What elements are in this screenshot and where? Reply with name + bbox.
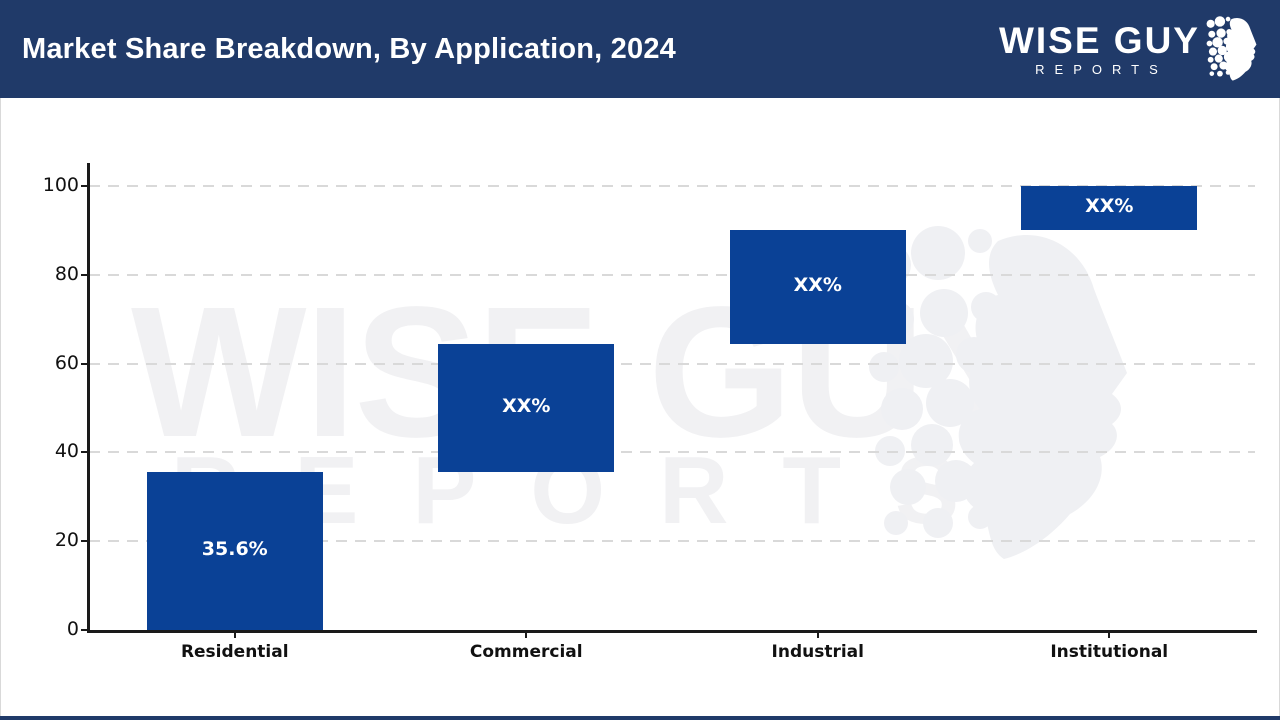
x-tick-industrial bbox=[816, 630, 819, 638]
x-axis-spine bbox=[87, 630, 1257, 633]
y-tick-label-20: 20 bbox=[54, 529, 79, 552]
logo-brand-name: WISE GUY bbox=[998, 19, 1200, 61]
gridline-20 bbox=[89, 540, 1255, 543]
chart-plot-area: 0 20 40 60 80 100 35.6% Residential XX% Commercia… bbox=[1, 98, 1279, 716]
y-tick-label-0: 0 bbox=[66, 618, 79, 640]
gridline-60 bbox=[89, 362, 1255, 365]
gridline-40 bbox=[89, 451, 1255, 454]
bar-institutional: XX% bbox=[1021, 186, 1198, 230]
y-tick-20 bbox=[81, 540, 89, 543]
bar-value-label-industrial: XX% bbox=[793, 273, 842, 296]
chart-body: WISE GUY REPORTS 0 20 40 60 80 100 35.6% Reside… bbox=[0, 98, 1280, 716]
x-tick-residential bbox=[233, 630, 236, 638]
logo-brand-subtitle: REPORTS bbox=[1035, 61, 1168, 77]
y-tick-100 bbox=[81, 185, 89, 187]
y-tick-0 bbox=[81, 629, 89, 631]
x-tick-commercial bbox=[525, 630, 528, 638]
bar-value-label-commercial: XX% bbox=[502, 394, 551, 417]
bar-industrial: XX% bbox=[729, 229, 906, 345]
y-tick-label-60: 60 bbox=[54, 351, 79, 374]
gridline-100 bbox=[89, 185, 1255, 187]
x-tick-institutional bbox=[1108, 630, 1111, 638]
bar-value-label-residential: 35.6% bbox=[201, 537, 268, 560]
bar-commercial: XX% bbox=[438, 344, 615, 472]
y-tick-label-100: 100 bbox=[42, 174, 79, 196]
y-tick-label-40: 40 bbox=[54, 440, 79, 463]
wiseguy-logo: WISE GUY REPORTS bbox=[999, 10, 1264, 88]
y-tick-80 bbox=[81, 273, 89, 276]
y-tick-60 bbox=[81, 362, 89, 365]
wiseguy-face-icon bbox=[1206, 16, 1257, 81]
y-tick-label-80: 80 bbox=[54, 262, 79, 285]
gridline-80 bbox=[89, 273, 1255, 276]
x-category-label-residential: Residential bbox=[180, 642, 289, 662]
wiseguy-logo-text: WISE GUY REPORTS bbox=[999, 22, 1200, 77]
bar-value-label-institutional: XX% bbox=[1085, 194, 1134, 217]
x-category-label-institutional: Institutional bbox=[1050, 642, 1169, 662]
page-title: Market Share Breakdown, By Application, … bbox=[22, 32, 676, 65]
bar-residential: 35.6% bbox=[146, 471, 323, 630]
y-tick-40 bbox=[81, 451, 89, 454]
header-bar: Market Share Breakdown, By Application, … bbox=[0, 0, 1280, 98]
footer-strip bbox=[0, 716, 1280, 720]
x-category-label-industrial: Industrial bbox=[771, 642, 864, 662]
y-axis-spine bbox=[87, 163, 90, 632]
x-category-label-commercial: Commercial bbox=[469, 642, 583, 662]
